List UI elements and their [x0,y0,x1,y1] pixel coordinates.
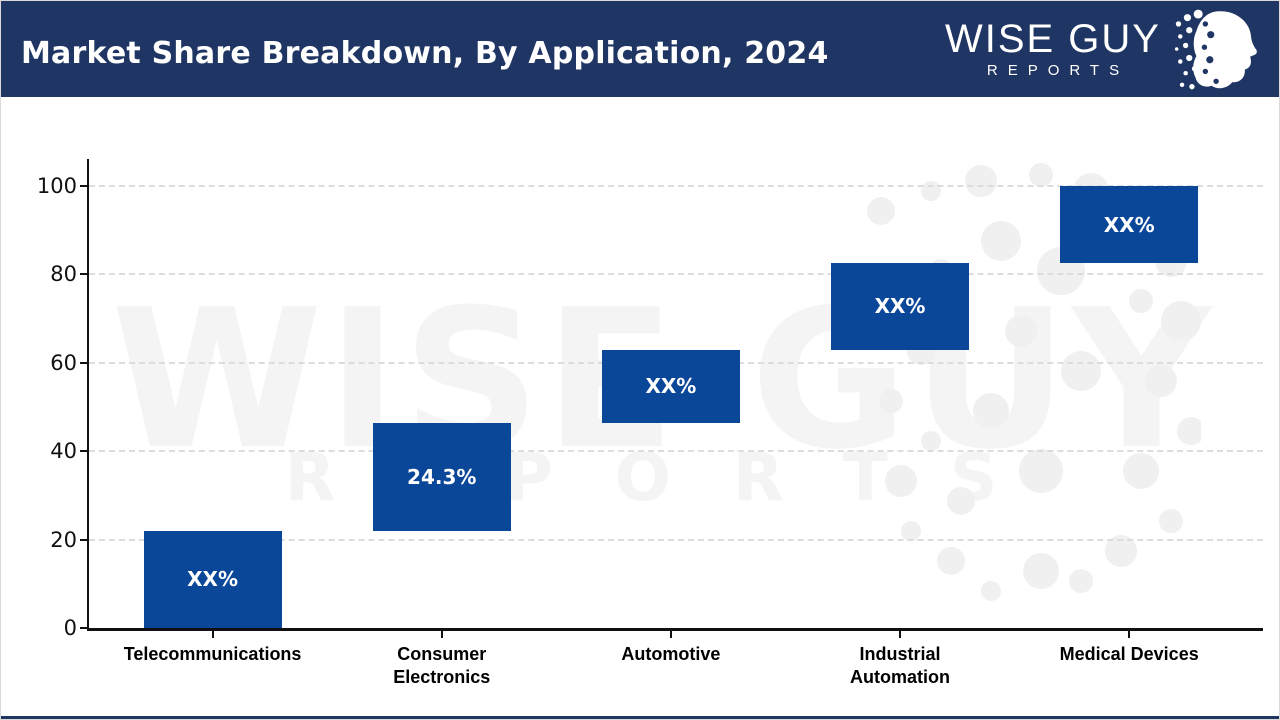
bar-value-label: 24.3% [407,465,477,490]
x-axis-tick-label: Telecommunications [123,644,302,664]
logo-text: WISE GUY REPORTS [945,19,1161,79]
y-axis-tick-label: 100 [36,174,77,198]
x-axis-tick-mark [211,630,214,638]
y-axis-tick-label: 0 [63,616,77,640]
bar-segment: XX% [143,530,282,628]
x-axis-tick-mark [440,630,443,638]
bar-segment: XX% [831,263,970,350]
x-axis-tick-mark [899,630,902,638]
bar-segment: XX% [1060,186,1199,264]
gridline [89,273,1263,276]
y-axis-line [87,159,89,631]
y-axis-tick-mark [80,361,89,364]
footer-bar [1,716,1279,719]
y-axis-tick-mark [80,185,89,187]
bar-value-label: XX% [874,294,926,319]
y-axis-tick-mark [80,273,89,276]
bar-segment: 24.3% [372,423,511,531]
gridline [89,450,1263,453]
gridline [89,185,1263,187]
x-axis-line [89,628,1263,631]
bar-value-label: XX% [1103,212,1155,237]
x-axis-tick-mark [1128,630,1131,638]
y-axis-tick-mark [80,538,89,541]
y-axis-tick-label: 60 [50,350,77,375]
y-axis-tick-mark [80,627,89,629]
logo-subtext: REPORTS [986,62,1130,79]
y-axis-tick-label: 40 [50,439,77,464]
y-axis-tick-label: 80 [50,262,77,287]
logo-wordmark: WISE GUY [944,17,1161,61]
bar-value-label: XX% [187,567,239,592]
wiseguy-logo: WISE GUY REPORTS [945,6,1267,92]
x-axis-tick-label: Automotive [621,644,721,664]
logo-face-icon [1174,9,1257,90]
x-axis-tick-label: Medical Devices [1059,644,1199,664]
y-axis-tick-mark [80,450,89,453]
header-bar: Market Share Breakdown, By Application, … [1,1,1279,97]
bar-value-label: XX% [645,374,697,399]
gridline [89,538,1263,541]
x-axis-tick-label: Consumer Electronics [393,644,491,688]
bar-segment: XX% [601,349,740,424]
page-title: Market Share Breakdown, By Application, … [21,35,829,71]
y-axis-tick-label: 20 [50,527,77,552]
x-axis-tick-mark [669,630,672,638]
x-axis-tick-label: Industrial Automation [850,644,951,688]
